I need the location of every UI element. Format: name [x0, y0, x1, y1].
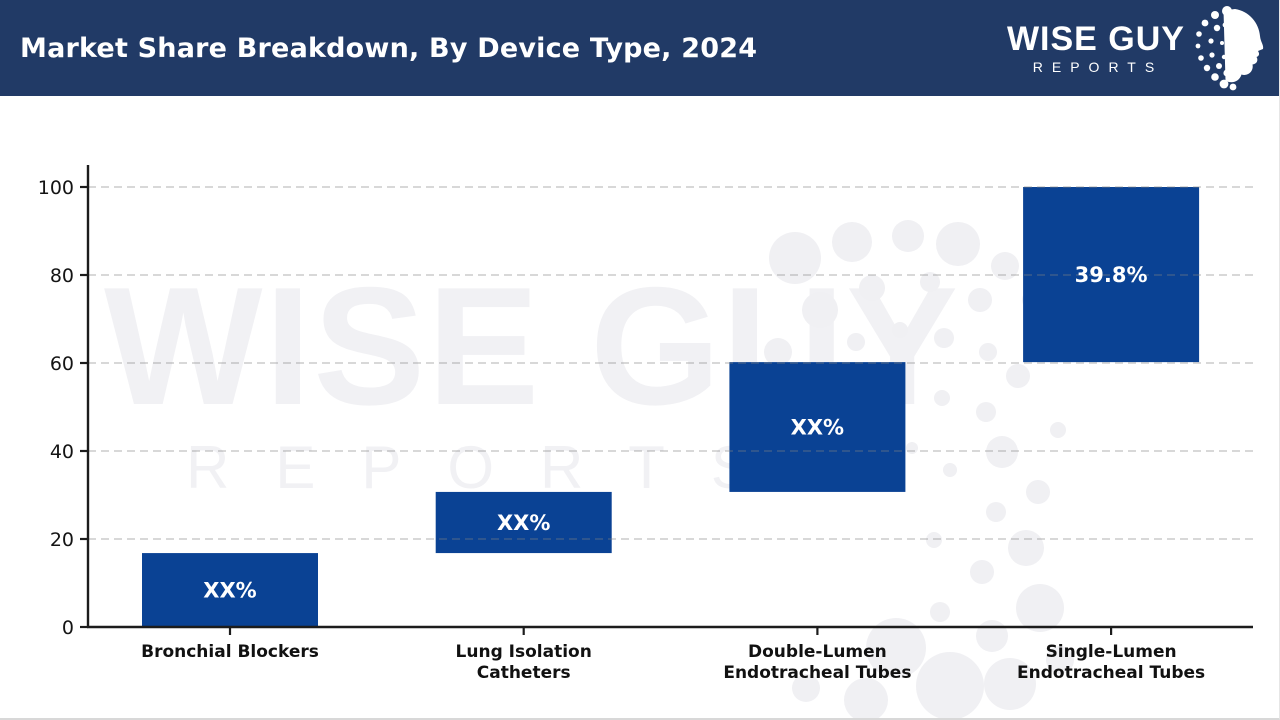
watermark-dot	[1006, 364, 1030, 388]
watermark-dot	[991, 252, 1019, 280]
watermark-dot	[1016, 584, 1064, 632]
watermark-dot	[970, 560, 994, 584]
bar-value-label-3: 39.8%	[1075, 263, 1148, 287]
watermark-dot	[943, 463, 957, 477]
watermark-dot	[968, 288, 992, 312]
bar-bronchial-blockers	[142, 553, 318, 627]
watermark-dot	[802, 292, 838, 328]
bar-single-lumen-endotracheal-tubes	[1023, 187, 1200, 363]
y-tick-label-60: 60	[50, 353, 74, 375]
watermark-reports-text: REPORTS	[186, 434, 797, 501]
y-tick-label-20: 20	[50, 529, 74, 551]
x-category-label-0: Bronchial Blockers	[141, 642, 319, 662]
bar-double-lumen-endotracheal-tubes	[729, 362, 906, 492]
watermark-dot	[906, 442, 918, 454]
watermark-dot	[792, 674, 820, 702]
x-category-label-3: Endotracheal Tubes	[1017, 663, 1205, 683]
y-tick-label-40: 40	[50, 441, 74, 463]
bar-value-label-0: XX%	[203, 579, 256, 603]
watermark-dot	[844, 678, 888, 718]
watermark-dot	[892, 220, 924, 252]
watermark-dot	[934, 390, 950, 406]
x-category-label-2: Endotracheal Tubes	[723, 663, 911, 683]
watermark-dot	[930, 602, 950, 622]
header-banner: Market Share Breakdown, By Device Type, …	[0, 0, 1279, 96]
x-category-label-3: Single-Lumen	[1046, 642, 1177, 662]
watermark-dot	[979, 343, 997, 361]
watermark-dot	[769, 232, 821, 284]
y-tick-label-80: 80	[50, 265, 74, 287]
watermark-dot	[976, 402, 996, 422]
watermark-dot	[847, 333, 865, 351]
x-category-label-1: Catheters	[477, 663, 571, 683]
x-category-label-1: Lung Isolation	[456, 642, 592, 662]
y-tick-label-100: 100	[38, 177, 74, 199]
bar-value-label-2: XX%	[791, 416, 844, 440]
bar-lung-isolation-catheters	[435, 491, 612, 554]
brand-logo: WISE GUY REPORTS	[1007, 0, 1265, 96]
watermark-dot	[866, 618, 926, 678]
watermark-dot	[859, 275, 885, 301]
watermark-dot	[986, 436, 1018, 468]
watermark-dot	[934, 328, 954, 348]
watermark-dot	[926, 532, 942, 548]
watermark-dot	[1026, 480, 1050, 504]
watermark-dot	[1050, 422, 1066, 438]
brand-logo-text: WISE GUY REPORTS	[1007, 22, 1185, 75]
watermark-dot	[936, 222, 980, 266]
watermark-dot	[984, 658, 1036, 710]
x-category-label-2: Double-Lumen	[748, 642, 887, 662]
watermark-dot	[916, 652, 984, 718]
chart-title: Market Share Breakdown, By Device Type, …	[20, 32, 758, 64]
watermark-dot	[832, 222, 872, 262]
watermark-dot	[986, 502, 1006, 522]
brand-face-icon	[1195, 6, 1264, 91]
y-tick-label-0: 0	[62, 617, 74, 639]
watermark-dot	[892, 322, 908, 338]
watermark-dot	[1008, 530, 1044, 566]
brand-subname: REPORTS	[1032, 58, 1164, 75]
watermark-dot	[764, 338, 792, 366]
bar-value-label-1: XX%	[497, 511, 550, 535]
brand-name: WISE GUY	[1006, 19, 1185, 58]
watermark-dot	[1046, 646, 1074, 674]
watermark-dot	[920, 272, 940, 292]
